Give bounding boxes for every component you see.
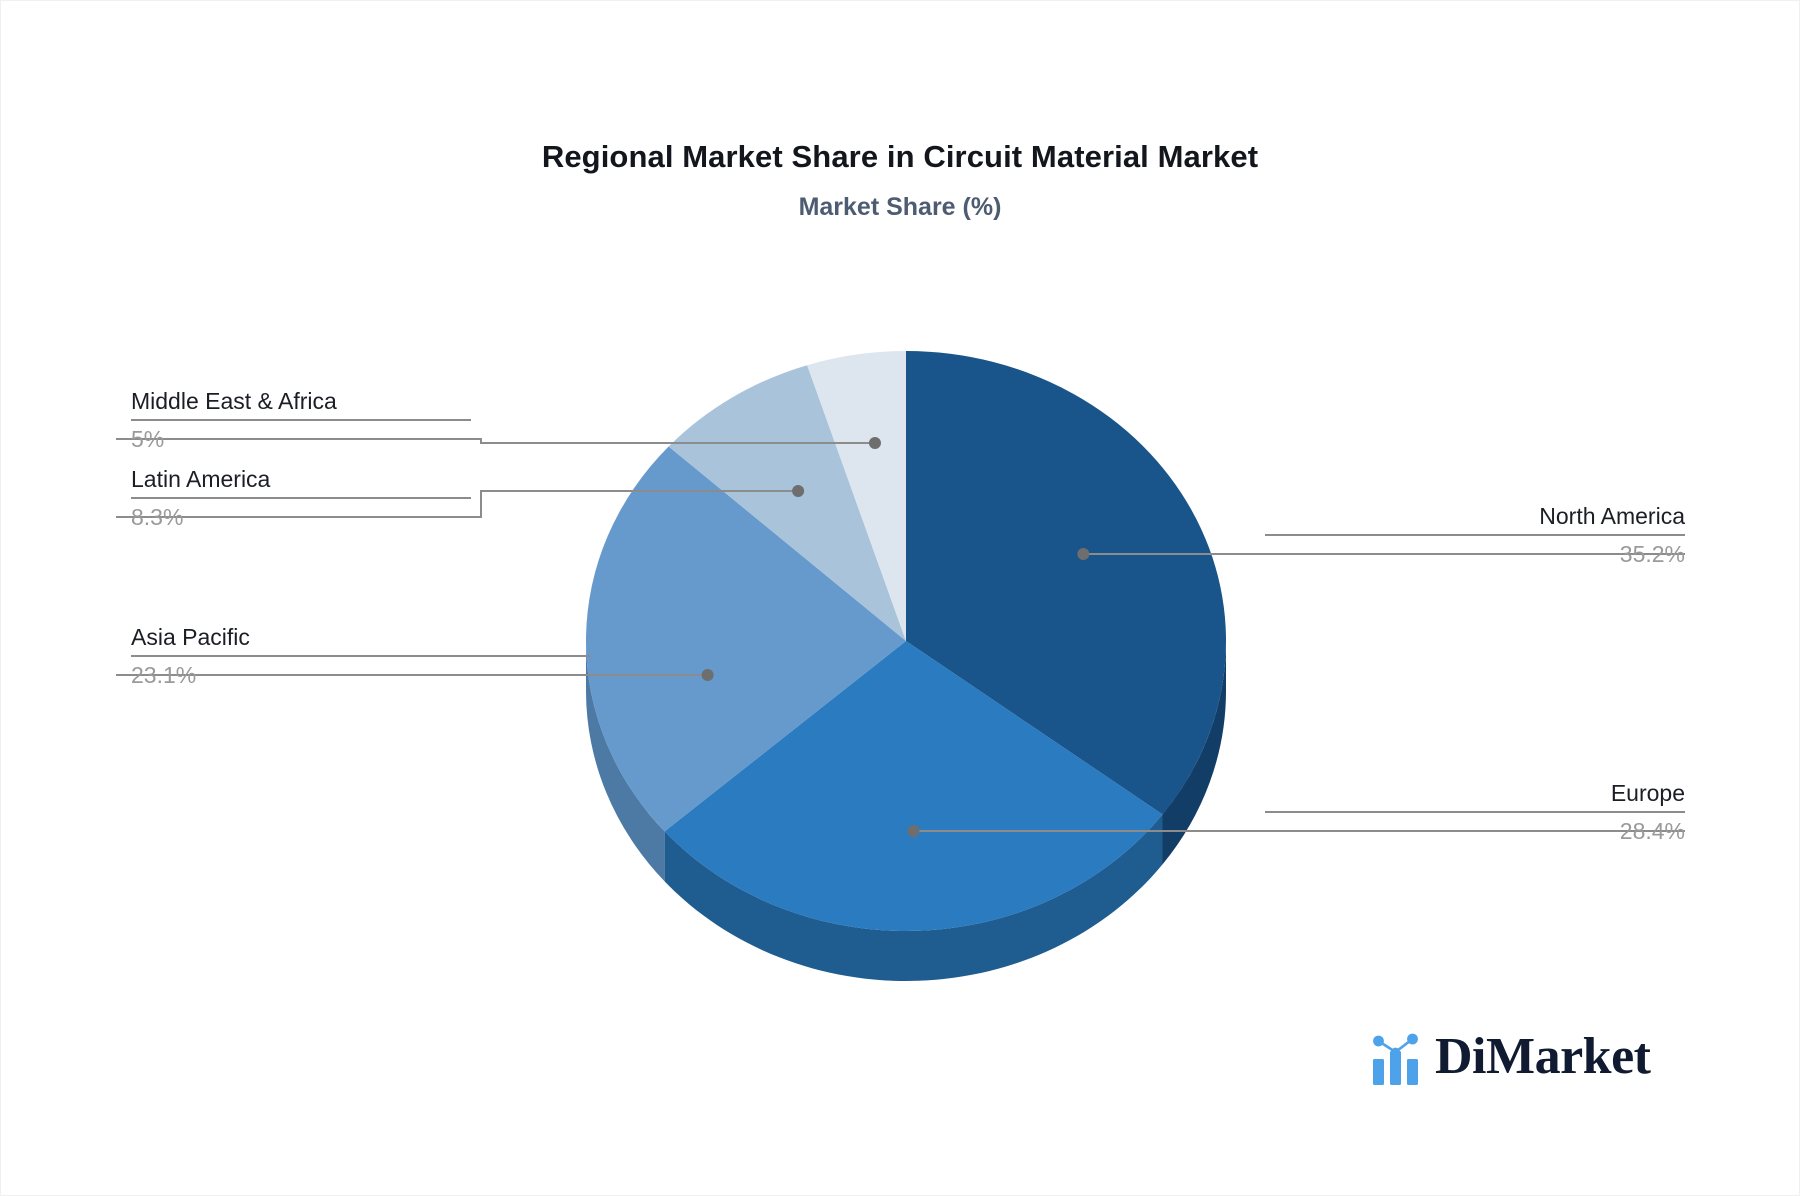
leader-dot-north-america (1077, 548, 1090, 560)
pie-slices (586, 351, 1226, 931)
leader-dot-latin-america (792, 485, 805, 497)
data-label-asia-pacific-name: Asia Pacific (131, 624, 250, 650)
leader-lines (116, 438, 1685, 832)
data-label-asia-pacific[interactable]: Asia Pacific 23.1% (131, 622, 591, 690)
data-label-latin-america-rule (131, 497, 471, 499)
leader-dot-europe (907, 825, 920, 837)
data-label-europe[interactable]: Europe 28.4% (1265, 778, 1685, 846)
data-label-middle-east-africa[interactable]: Middle East & Africa 5% (131, 386, 471, 454)
pie-slice-north-america[interactable] (906, 351, 1226, 815)
data-label-europe-rule (1265, 811, 1685, 813)
data-label-europe-value: 28.4% (1619, 818, 1685, 844)
pie-slice-latin-america[interactable] (668, 365, 906, 641)
data-label-asia-pacific-rule (131, 655, 591, 657)
data-label-north-america[interactable]: North America 35.2% (1265, 501, 1685, 569)
pie-slice-asia-pacific[interactable] (586, 446, 906, 832)
data-label-asia-pacific-value: 23.1% (131, 662, 197, 688)
bar-chart-logo-icon (1373, 1033, 1418, 1085)
data-label-middle-east-africa-value: 5% (131, 426, 165, 452)
pie-3d-depth (586, 641, 1226, 981)
pie-side-asia-pacific (586, 641, 665, 882)
data-label-latin-america-value: 8.3% (131, 504, 184, 530)
data-label-latin-america[interactable]: Latin America 8.3% (131, 464, 471, 532)
data-label-europe-name: Europe (1610, 780, 1685, 806)
data-label-north-america-value: 35.2% (1619, 541, 1685, 567)
data-label-middle-east-africa-rule (131, 419, 471, 421)
leader-line-latin-america (116, 490, 799, 518)
pie-slice-middle-east-africa[interactable] (807, 351, 906, 641)
leader-dot-middle-east-africa (868, 437, 881, 449)
pie-slice-europe[interactable] (664, 641, 1163, 931)
chart-title: Regional Market Share in Circuit Materia… (541, 139, 1259, 174)
data-label-latin-america-name: Latin America (131, 466, 271, 492)
chart-subtitle: Market Share (%) (798, 193, 1002, 221)
leader-line-middle-east-africa (116, 438, 875, 444)
data-label-middle-east-africa-name: Middle East & Africa (131, 388, 337, 414)
data-label-north-america-rule (1265, 534, 1685, 536)
data-label-north-america-name: North America (1539, 503, 1685, 529)
brand-name: DiMarket (1435, 1028, 1651, 1085)
brand-logo: DiMarket (1369, 1028, 1651, 1085)
leader-dot-asia-pacific (701, 669, 714, 681)
leader-dots (701, 437, 1090, 837)
pie-side-north-america (1162, 641, 1226, 865)
pie-side-europe (664, 814, 1163, 981)
